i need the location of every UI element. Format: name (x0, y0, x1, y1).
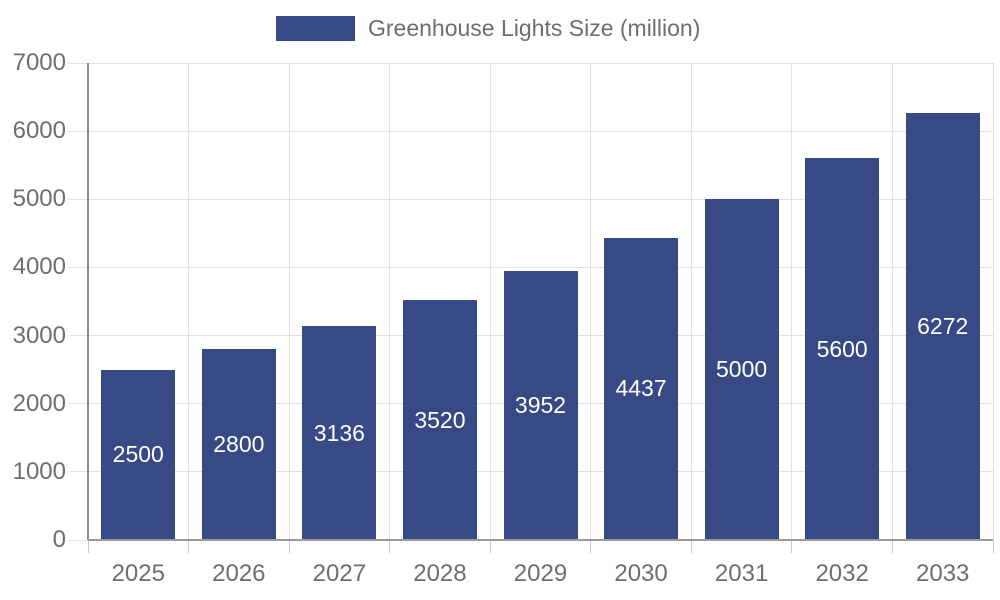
y-axis-tick-label: 5000 (12, 185, 66, 213)
x-axis-tick (992, 540, 994, 553)
bar: 2800 (201, 349, 276, 540)
x-axis-tick (389, 540, 391, 553)
gridline-vertical (590, 63, 592, 540)
gridline-horizontal (68, 62, 993, 64)
x-axis-tick-label: 2029 (513, 560, 568, 587)
bar: 3136 (302, 326, 377, 540)
legend-label: Greenhouse Lights Size (million) (368, 15, 701, 41)
x-axis-tick (690, 540, 692, 553)
bar: 5000 (704, 199, 779, 540)
x-axis-tick-label: 2028 (413, 560, 467, 587)
legend-swatch (276, 16, 355, 41)
bar-value-label: 5600 (816, 335, 868, 362)
bar-value-label: 5000 (716, 356, 768, 383)
bar-value-label: 3136 (313, 419, 365, 446)
y-axis-tick-label: 4000 (12, 253, 66, 281)
gridline-vertical (288, 63, 290, 540)
y-axis-line (87, 63, 89, 540)
gridline-vertical (791, 63, 793, 540)
bar: 5600 (805, 158, 880, 540)
x-axis-tick (590, 540, 592, 553)
gridline-horizontal (68, 266, 993, 268)
x-axis-tick (288, 540, 290, 553)
bar-value-label: 2800 (213, 431, 265, 458)
y-axis-tick-label: 1000 (12, 457, 66, 485)
y-axis-tick-label: 7000 (12, 49, 66, 76)
x-axis-tick (489, 540, 491, 553)
bar: 2500 (101, 369, 176, 540)
bar: 4437 (604, 237, 679, 540)
bar-value-label: 6272 (917, 312, 969, 339)
x-axis-tick-label: 2031 (714, 560, 769, 587)
bar: 3520 (402, 300, 477, 540)
x-axis-tick-label: 2033 (916, 560, 970, 587)
gridline-vertical (690, 63, 692, 540)
bar-value-label: 3952 (514, 391, 567, 418)
x-axis-tick (188, 540, 190, 553)
gridline-horizontal (68, 130, 993, 132)
x-axis-tick (791, 540, 793, 553)
gridline-vertical (389, 63, 391, 540)
gridline-vertical (489, 63, 491, 540)
x-axis-tick-label: 2030 (614, 560, 668, 587)
bar-value-label: 3520 (414, 406, 466, 433)
x-axis-tick-label: 2032 (815, 560, 869, 587)
y-axis-tick-label: 3000 (12, 321, 66, 349)
x-axis-tick (891, 540, 893, 553)
gridline-vertical (188, 63, 190, 540)
y-axis-tick-label: 2000 (12, 389, 66, 417)
x-axis-tick-label: 2027 (312, 560, 367, 587)
x-axis-tick (87, 540, 89, 553)
gridline-vertical (891, 63, 893, 540)
bar-value-label: 4437 (615, 375, 667, 402)
bar: 3952 (503, 270, 578, 540)
x-axis-line (88, 539, 993, 541)
gridline-horizontal (68, 198, 993, 200)
gridline-vertical (992, 63, 994, 540)
bar-value-label: 2500 (112, 441, 164, 468)
x-axis-tick-label: 2026 (212, 560, 266, 587)
y-axis-tick-label: 0 (52, 526, 66, 553)
x-axis-tick-label: 2025 (111, 560, 165, 587)
legend: Greenhouse Lights Size (million) (276, 15, 700, 42)
y-axis-tick-label: 6000 (12, 117, 66, 145)
bar: 6272 (905, 112, 980, 540)
plot-area: 0 1000 2000 3000 4000 5000 6000 7000 2500 2025 280… (13, 49, 994, 587)
